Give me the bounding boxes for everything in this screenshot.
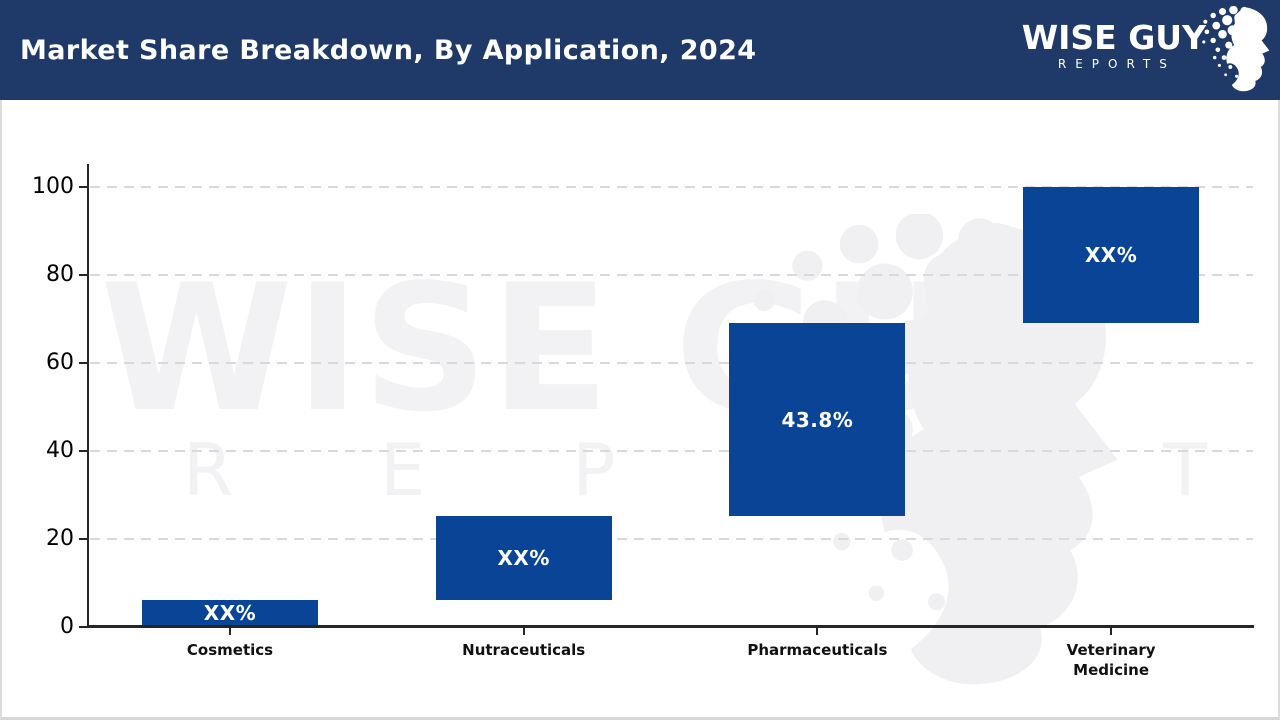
bar-pharmaceuticals: 43.8% [729, 323, 906, 517]
x-tick-veterinary-medicine [1110, 628, 1113, 635]
bar-veterinary-medicine: XX% [1023, 187, 1200, 324]
y-tick-100 [79, 186, 88, 188]
gridline-40 [90, 450, 1253, 452]
x-category-label-nutraceuticals: Nutraceuticals [462, 641, 586, 659]
bar-nutraceuticals: XX% [435, 516, 612, 600]
logo-face-icon [1196, 6, 1274, 92]
x-category-label-veterinary-medicine: Veterinary Medicine [1066, 641, 1156, 680]
x-category-label-cosmetics: Cosmetics [186, 641, 274, 659]
wise-guy-reports-logo: WISE GUY REPORTS [1021, 4, 1274, 96]
x-tick-cosmetics [229, 628, 231, 635]
y-tick-60 [79, 362, 88, 364]
bar-value-label-cosmetics: XX% [203, 601, 257, 626]
x-category-label-pharmaceuticals: Pharmaceuticals [747, 641, 888, 659]
gridline-20 [90, 538, 1253, 540]
x-tick-pharmaceuticals [816, 628, 819, 635]
bar-value-label-nutraceuticals: XX% [497, 545, 550, 570]
x-tick-nutraceuticals [522, 628, 525, 635]
y-tick-label-0: 0 [60, 614, 74, 639]
gridline-80 [90, 274, 1253, 276]
y-tick-label-80: 80 [46, 262, 74, 287]
y-tick-label-60: 60 [46, 350, 74, 375]
y-tick-80 [79, 274, 88, 276]
bar-value-label-veterinary-medicine: XX% [1084, 243, 1138, 268]
y-tick-40 [79, 450, 88, 452]
y-tick-label-20: 20 [46, 526, 74, 551]
y-tick-label-40: 40 [46, 438, 74, 463]
logo-text: WISE GUY REPORTS [1021, 18, 1206, 72]
bar-value-label-pharmaceuticals: 43.8% [781, 407, 854, 432]
y-tick-0 [79, 626, 88, 628]
gridline-60 [90, 362, 1253, 364]
header-bar: Market Share Breakdown, By Application, … [0, 0, 1280, 100]
bar-cosmetics: XX% [142, 599, 318, 627]
y-axis-line [87, 164, 89, 627]
x-axis-line [87, 625, 1254, 628]
y-tick-label-100: 100 [32, 174, 74, 199]
chart-title: Market Share Breakdown, By Application, … [20, 34, 757, 66]
logo-reports-text: REPORTS [1057, 57, 1176, 72]
y-tick-20 [79, 538, 88, 540]
logo-wise-guy-text: WISE GUY [1021, 18, 1206, 57]
gridline-100 [90, 186, 1253, 188]
